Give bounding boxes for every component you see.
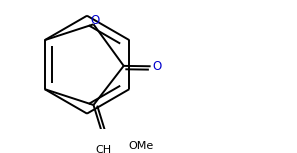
Text: O: O: [90, 14, 99, 27]
Text: O: O: [152, 60, 161, 73]
Text: OMe: OMe: [129, 141, 154, 151]
Text: CH: CH: [95, 145, 111, 153]
